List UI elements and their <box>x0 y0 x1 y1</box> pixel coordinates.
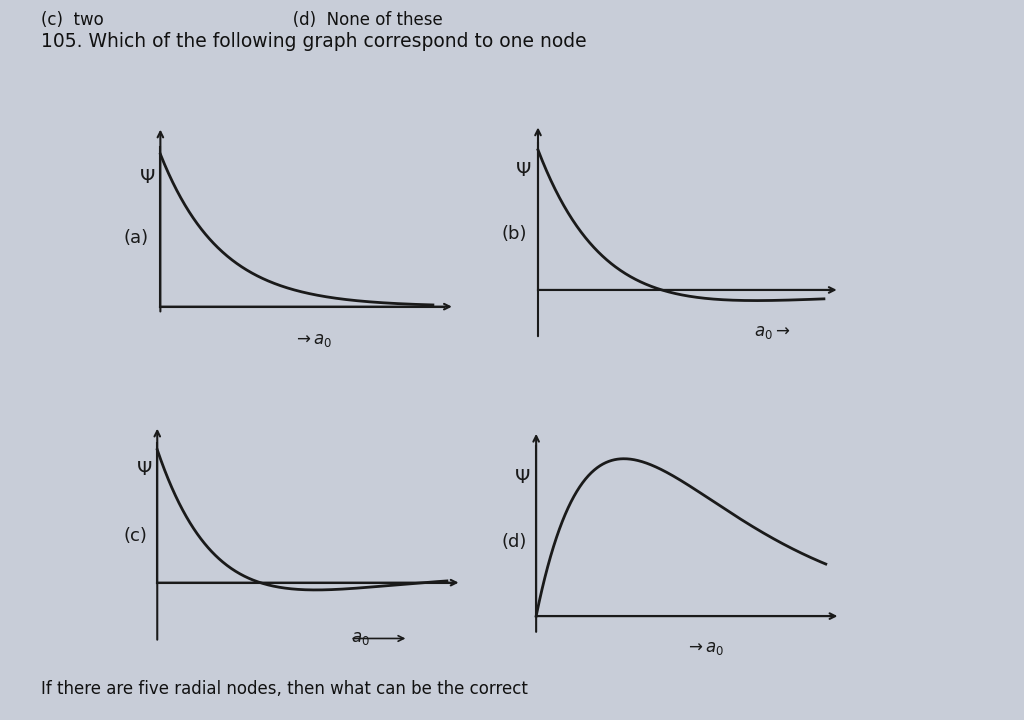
Text: $\rightarrow a_0$: $\rightarrow a_0$ <box>294 331 333 349</box>
Text: $a_0$: $a_0$ <box>350 629 370 647</box>
Text: $\Psi$: $\Psi$ <box>135 460 152 480</box>
Text: $a_0\rightarrow$: $a_0\rightarrow$ <box>754 323 791 341</box>
Text: (a): (a) <box>123 229 148 247</box>
Text: (d): (d) <box>502 533 527 551</box>
Text: $\rightarrow a_0$: $\rightarrow a_0$ <box>685 639 725 657</box>
Text: (c)  two                                    (d)  None of these: (c) two (d) None of these <box>41 11 442 29</box>
Text: (c): (c) <box>124 527 147 545</box>
Text: $\Psi$: $\Psi$ <box>515 161 531 180</box>
Text: (b): (b) <box>502 225 527 243</box>
Text: 105. Which of the following graph correspond to one node: 105. Which of the following graph corres… <box>41 32 587 51</box>
Text: $\Psi$: $\Psi$ <box>514 468 530 487</box>
Text: If there are five radial nodes, then what can be the correct: If there are five radial nodes, then wha… <box>41 680 527 698</box>
Text: $\Psi$: $\Psi$ <box>138 168 155 186</box>
